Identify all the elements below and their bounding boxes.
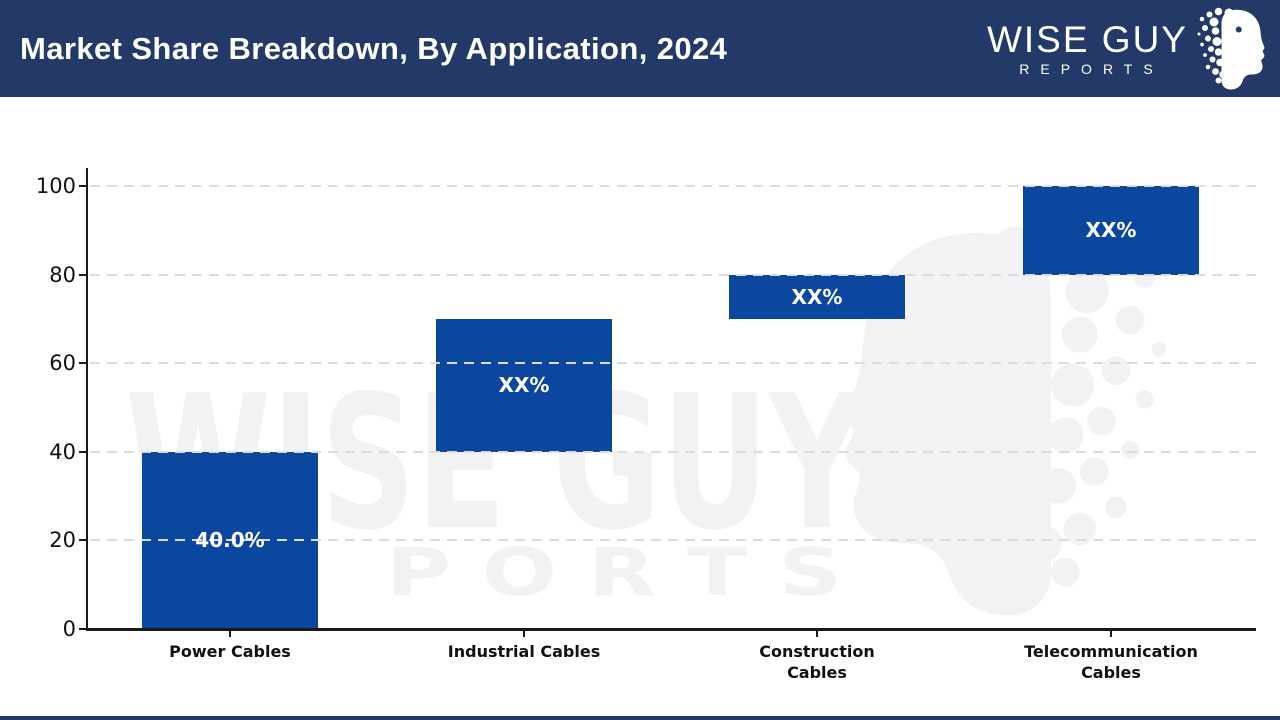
bar-value-label-industrial-cables: XX% [498,373,550,398]
y-tick-100 [79,185,88,187]
waterfall-chart: WISE GUY P O R T S 0 20 40 60 80 100 40.0% XX% X… [0,97,1280,716]
bar-industrial-cables [436,318,612,452]
logo-text: WISE GUY REPORTS [986,18,1188,78]
category-label-line: Cables [787,663,847,682]
bar-value-label-construction-cables: XX% [791,284,843,309]
y-gridline-60 [90,362,1256,365]
logo-face-icon [1197,7,1265,89]
category-label-line: Cables [1081,663,1141,682]
category-label-line: Industrial Cables [447,642,601,661]
category-label-line: Construction [759,642,875,661]
wise-guy-reports-logo: WISE GUY REPORTS [987,7,1280,91]
y-tick-60 [79,362,88,365]
bar-value-label-power-cables: 40.0% [195,528,265,553]
logo-subtitle: REPORTS [1019,60,1164,77]
y-tick-40 [79,450,88,453]
y-tick-label-0: 0 [62,617,76,641]
y-axis [86,168,88,631]
svg-text:P O R T S: P O R T S [386,534,842,611]
category-label-line: Power Cables [169,642,291,661]
y-tick-20 [79,539,88,542]
category-label-power cables: Power Cables [115,641,345,662]
logo-wordmark: WISE GUY [986,18,1188,60]
y-gridline-80 [90,273,1256,276]
y-gridline-40 [90,450,1256,453]
y-tick-label-100: 100 [35,174,76,198]
y-tick-0 [79,628,88,630]
category-label-line: Telecommunication [1024,642,1198,661]
y-tick-label-20: 20 [49,528,76,553]
y-tick-label-60: 60 [49,351,76,376]
y-gridline-20 [90,539,1256,542]
x-tick-2 [523,630,525,637]
x-tick-4 [1110,630,1112,637]
x-tick-3 [816,630,818,637]
header-band: Market Share Breakdown, By Application, … [0,0,1280,97]
logo-eye-dot [1235,26,1242,32]
x-axis [86,628,1256,631]
bar-construction-cables [729,274,905,319]
category-label-industrial cables: Industrial Cables [409,641,639,662]
y-tick-label-40: 40 [49,439,76,464]
x-tick-1 [229,630,231,637]
y-gridline-100 [90,185,1256,187]
page-title: Market Share Breakdown, By Application, … [20,30,728,66]
bar-value-label-telecommunication-cables: XX% [1085,218,1137,243]
category-label-construction-cables: Construction Cables [702,641,932,683]
category-label-telecommunication-cables: Telecommunication Cables [996,641,1226,683]
y-tick-80 [79,273,88,276]
y-tick-label-80: 80 [49,262,76,287]
bar-telecommunication-cables [1023,186,1199,275]
footer-bar [0,716,1280,720]
